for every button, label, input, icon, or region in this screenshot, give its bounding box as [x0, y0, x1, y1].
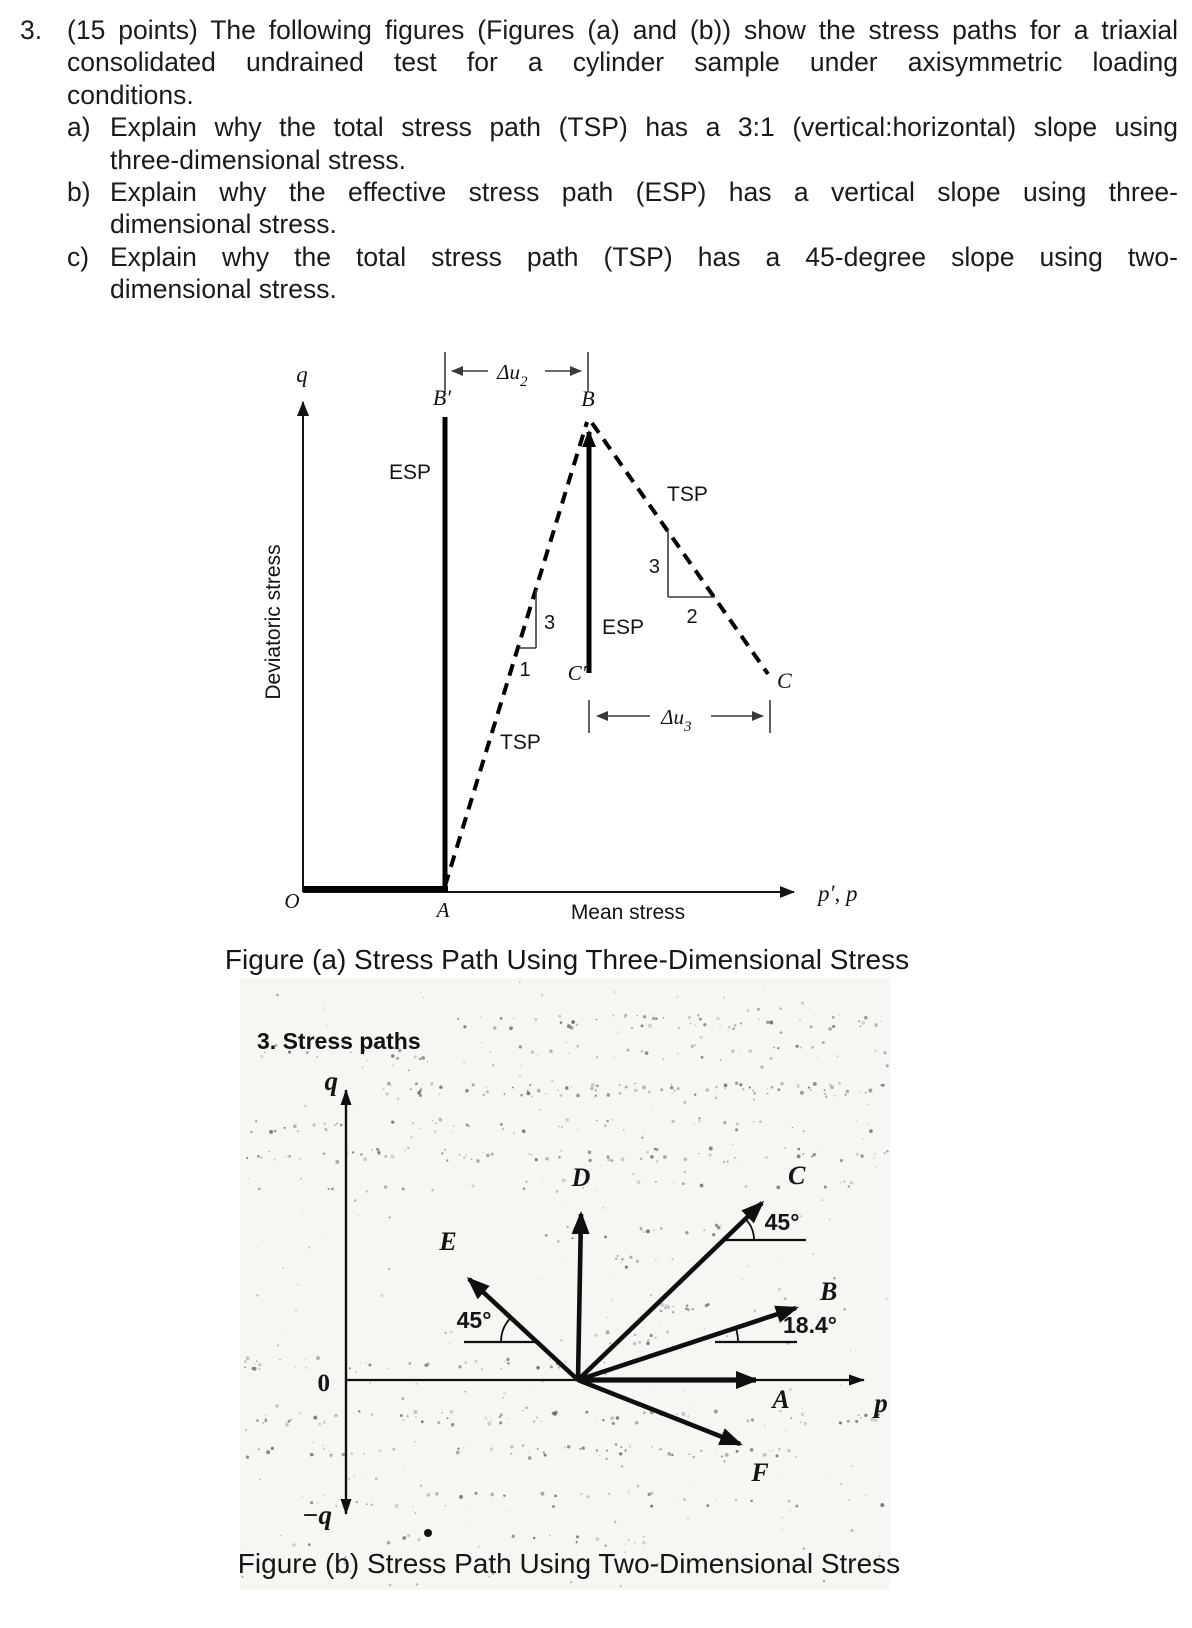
fig-b-angle-b-label: 18.4°	[783, 1312, 837, 1338]
fig-a-tsp-label-first: TSP	[500, 731, 541, 754]
fig-b-vector-c	[576, 1200, 765, 1382]
fig-b-vector-b	[577, 1305, 799, 1383]
item-a: a) Explain why the total stress path (TS…	[67, 111, 1178, 176]
fig-b-angle-c-label: 45°	[765, 1209, 800, 1235]
scan-background	[240, 978, 890, 1590]
item-c-line-2: dimensional stress.	[110, 274, 337, 305]
fig-b-origin-label: 0	[318, 1370, 331, 1397]
problem-statement: 3. (15 points) The following figures (Fi…	[20, 14, 1178, 306]
fig-a-slope2-run: 2	[686, 606, 697, 628]
fig-b-angle-e-arc	[500, 1317, 512, 1343]
fig-a-slope1-run: 1	[519, 659, 530, 681]
fig-a-tsp-line-second	[590, 421, 770, 676]
item-c-marker: c)	[67, 241, 90, 272]
fig-a-x-axis-symbol: p′, p	[816, 881, 858, 906]
intro-line-3: conditions.	[67, 79, 194, 110]
figure-b-caption: Figure (b) Stress Path Using Two-Dimensi…	[237, 1548, 901, 1579]
intro-line-2: consolidated undrained test for a cylind…	[67, 47, 1178, 78]
fig-a-origin-label: O	[284, 889, 299, 913]
fig-b-angle-e-label: 45°	[457, 1307, 492, 1333]
item-a-marker: a)	[67, 112, 91, 143]
fig-a-slope2-rise: 3	[649, 556, 660, 578]
fig-a-esp-label-second: ESP	[602, 616, 644, 639]
scan-noise	[241, 981, 889, 1588]
figure-b-plot: q −q 0 p A B C D E F 18.4° 45°	[240, 978, 890, 1590]
fig-b-angle-b-arc	[734, 1327, 739, 1343]
fig-a-du3-sub: 3	[683, 719, 692, 735]
fig-b-angle-c-arc	[744, 1218, 755, 1241]
scan-ink-dot	[424, 1529, 432, 1537]
intro-line-1: (15 points) The following figures (Figur…	[67, 15, 1178, 45]
fig-a-point-b-prime: B′	[433, 385, 452, 410]
fig-b-vector-f	[577, 1377, 743, 1447]
fig-a-du2-sub: 2	[520, 374, 528, 390]
item-b-line-1: Explain why the effective stress path (E…	[110, 177, 1178, 208]
fig-a-y-axis-title: Deviatoric stress	[262, 544, 285, 699]
fig-b-x-axis-label: p	[872, 1388, 888, 1418]
fig-a-y-axis-symbol: q	[296, 362, 308, 387]
figure-a-caption: Figure (a) Stress Path Using Three-Dimen…	[224, 944, 910, 975]
item-b-marker: b)	[67, 177, 91, 208]
figure-a-plot: q p′, p O Mean stress Deviatoric stress …	[262, 352, 858, 924]
item-b-line-2: dimensional stress.	[110, 209, 337, 240]
figure-b-heading: 3. Stress paths	[257, 1028, 421, 1054]
fig-a-tsp-label-second: TSP	[667, 483, 708, 506]
item-c-line-1: Explain why the total stress path (TSP) …	[110, 241, 1178, 272]
fig-b-vector-d	[571, 1211, 590, 1381]
item-c: c) Explain why the total stress path (TS…	[67, 241, 1178, 306]
item-b: b) Explain why the effective stress path…	[67, 176, 1178, 241]
fig-b-vector-c-label: C	[788, 1161, 806, 1190]
fig-b-y-axis-neg-label: −q	[302, 1500, 332, 1530]
fig-b-y-axis-pos-label: q	[325, 1066, 339, 1096]
fig-b-vector-e-label: E	[438, 1227, 456, 1256]
fig-a-esp-label-first: ESP	[389, 461, 431, 484]
fig-a-point-b: B	[581, 386, 594, 411]
fig-b-vector-e	[466, 1276, 580, 1382]
fig-b-vector-a-label: A	[770, 1385, 789, 1414]
fig-a-du3-label: Δu	[660, 705, 684, 729]
question-number: 3.	[20, 15, 43, 45]
fig-b-vector-d-label: D	[571, 1163, 591, 1192]
item-a-line-2: three-dimensional stress.	[110, 144, 407, 175]
fig-a-point-a: A	[435, 898, 450, 922]
fig-a-slope1-rise: 3	[544, 612, 555, 634]
fig-a-tsp-line-first	[443, 421, 589, 887]
fig-b-vector-b-label: B	[819, 1277, 837, 1306]
item-a-line-1: Explain why the total stress path (TSP) …	[110, 112, 1178, 143]
fig-a-x-axis-title: Mean stress	[571, 901, 685, 924]
fig-b-vector-f-label: F	[750, 1458, 768, 1487]
fig-a-point-c: C	[777, 668, 792, 693]
fig-a-point-c-prime: C′	[568, 661, 587, 685]
fig-a-du2-label: Δu	[496, 360, 520, 384]
